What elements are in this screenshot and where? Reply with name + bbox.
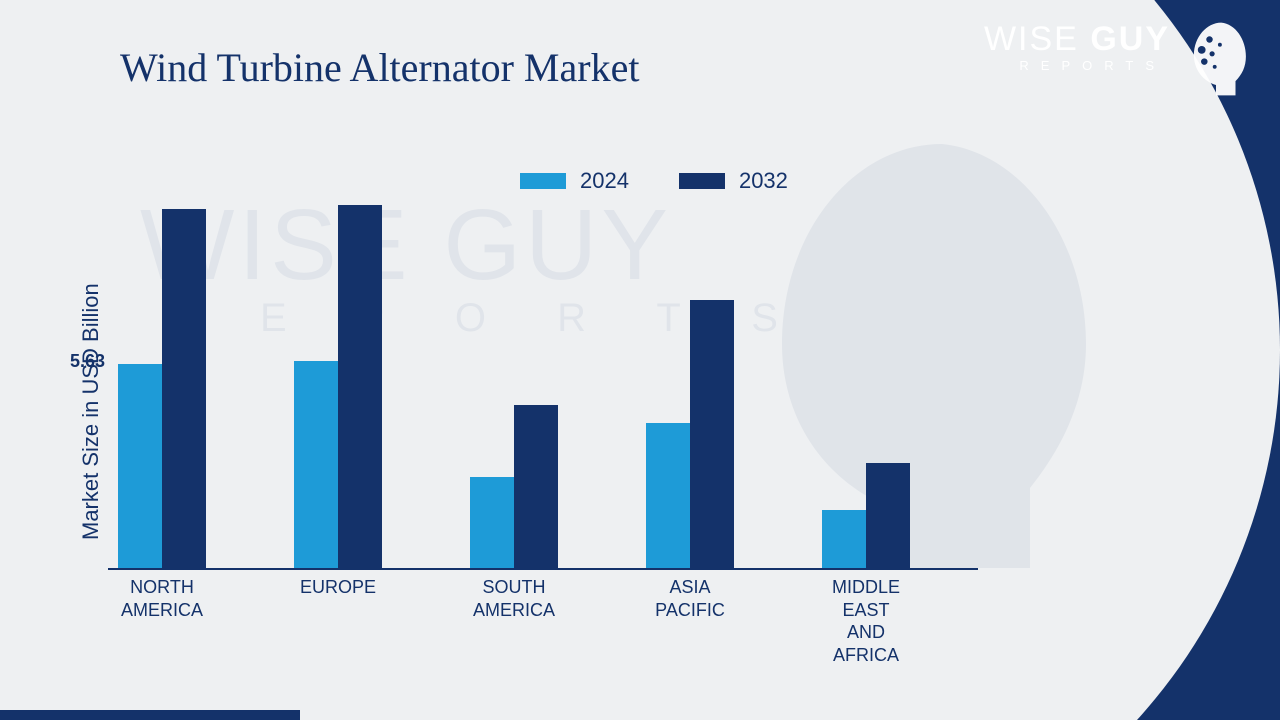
bar-series-b	[162, 209, 206, 568]
bar-series-b	[514, 405, 558, 568]
chart-title: Wind Turbine Alternator Market	[120, 44, 639, 91]
bar-series-a	[822, 510, 866, 568]
x-tick-label: EUROPE	[278, 576, 398, 599]
legend-item-2024: 2024	[520, 168, 629, 194]
brand-subline: REPORTS	[984, 58, 1166, 73]
brand-logo: WISE GUY REPORTS	[984, 22, 1170, 73]
brand-word-2: GUY	[1090, 20, 1170, 58]
x-tick-label: MIDDLEEASTANDAFRICA	[806, 576, 926, 666]
bar-series-a	[470, 477, 514, 568]
bar-group	[470, 405, 558, 568]
legend-item-2032: 2032	[679, 168, 788, 194]
bar-chart: 5.63	[108, 200, 978, 570]
right-decoration	[960, 0, 1280, 720]
report-slide: WISE GUY R E P O R T S WISE GUY REPORTS …	[0, 0, 1280, 720]
bar-series-a	[118, 364, 162, 568]
legend-label-a: 2024	[580, 168, 629, 194]
bar-series-a	[646, 423, 690, 568]
x-tick-label: NORTHAMERICA	[102, 576, 222, 621]
bar-series-b	[338, 205, 382, 568]
bottom-accent-strip	[0, 710, 300, 720]
bar-series-b	[866, 463, 910, 568]
y-axis-label: Market Size in USD Billion	[78, 283, 104, 540]
x-axis-labels: NORTHAMERICAEUROPESOUTHAMERICAASIAPACIFI…	[108, 576, 978, 696]
bar-group	[646, 300, 734, 568]
brand-word-1: WISE	[984, 20, 1079, 58]
brand-head-icon	[1180, 20, 1252, 98]
legend-label-b: 2032	[739, 168, 788, 194]
bar-group	[822, 463, 910, 568]
bar-series-a	[294, 361, 338, 568]
x-tick-label: SOUTHAMERICA	[454, 576, 574, 621]
bar-series-b	[690, 300, 734, 568]
legend-swatch-b	[679, 173, 725, 189]
plot-area: 5.63	[108, 200, 978, 570]
value-label: 5.63	[70, 351, 105, 372]
x-tick-label: ASIAPACIFIC	[630, 576, 750, 621]
bar-group	[294, 205, 382, 568]
bar-group	[118, 209, 206, 568]
legend-swatch-a	[520, 173, 566, 189]
legend: 2024 2032	[520, 168, 788, 194]
